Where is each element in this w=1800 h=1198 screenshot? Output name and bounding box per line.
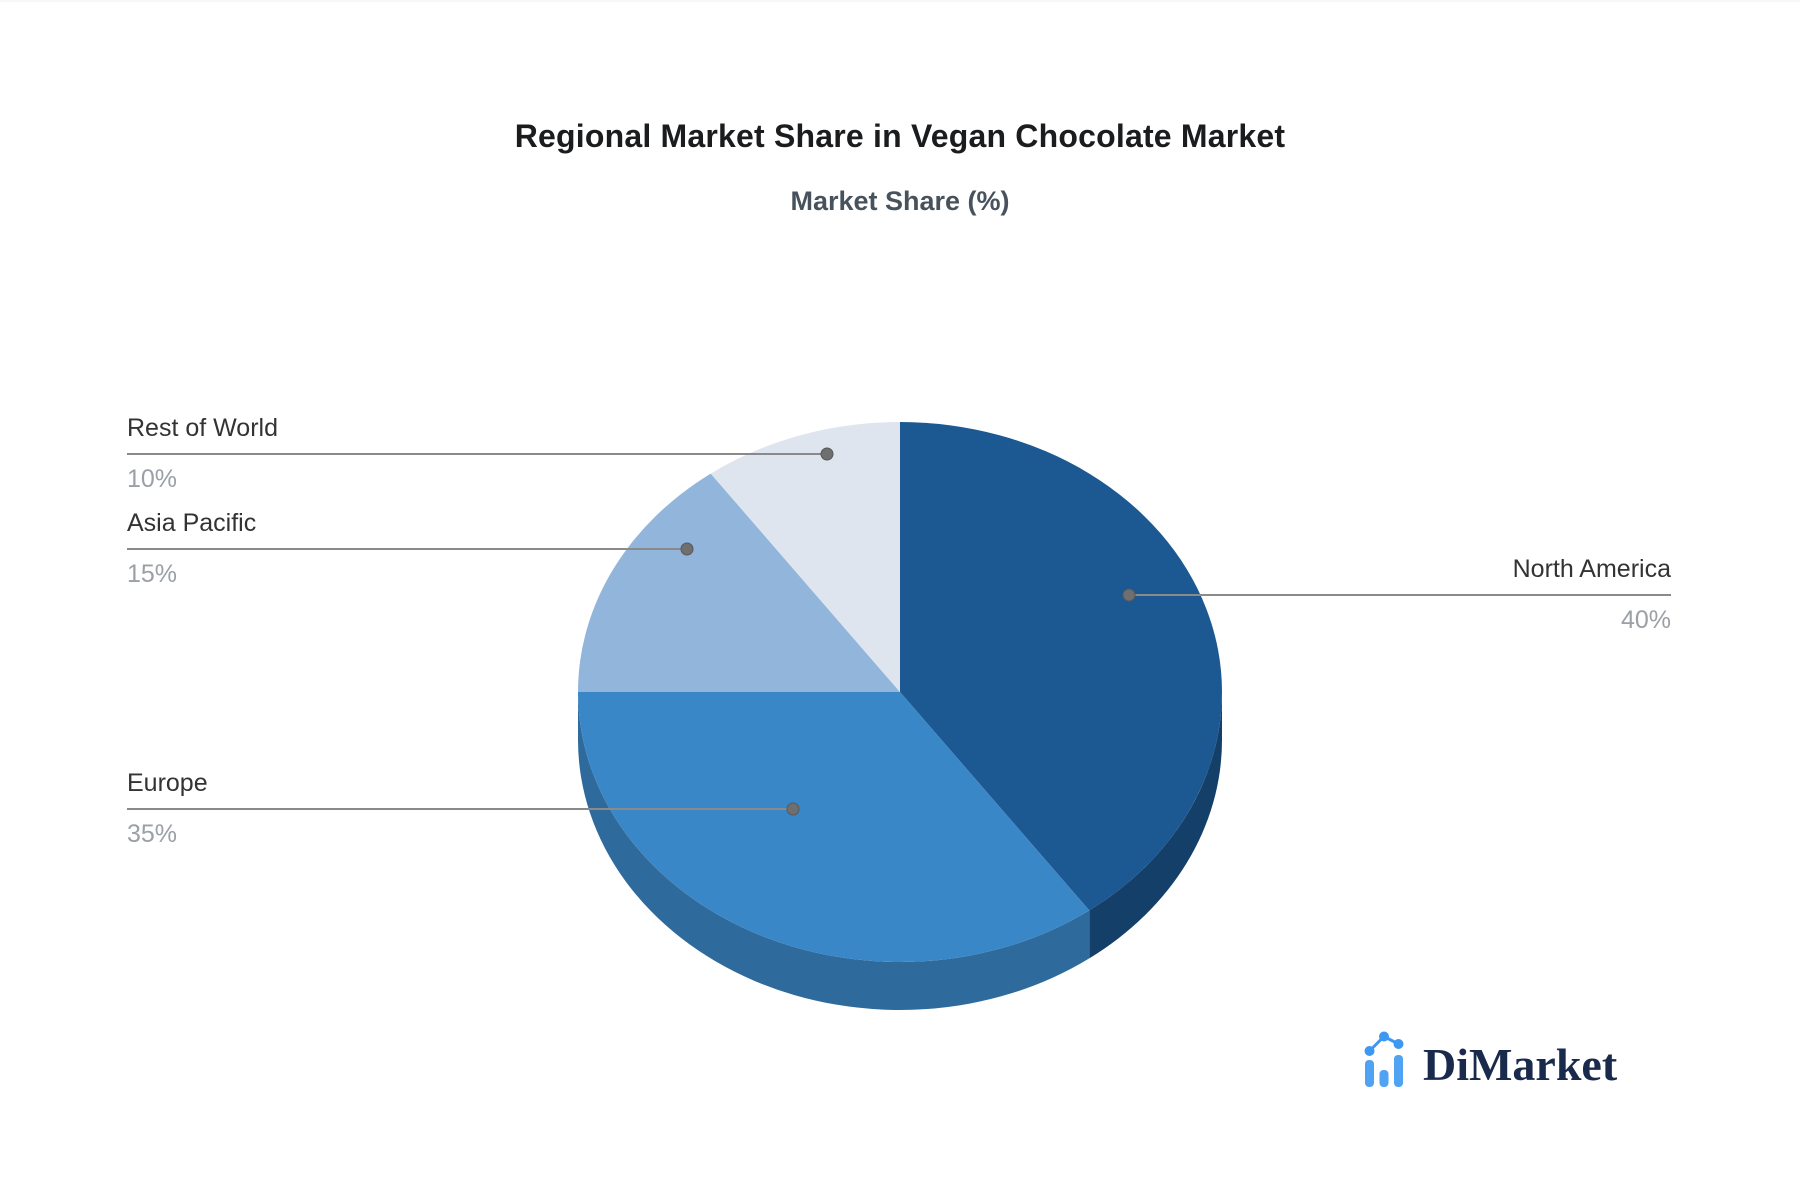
pie-slice-north-america	[900, 422, 1222, 911]
brand-name: DiMarket	[1423, 1039, 1618, 1090]
pie-slice-rest-of-world	[710, 422, 900, 692]
pie-value-europe: 35%	[127, 820, 178, 848]
pie-label-rest-of-world: Rest of World	[127, 414, 278, 442]
leader-dot-europe	[786, 802, 800, 816]
pie-value-asia-pacific: 15%	[127, 560, 178, 588]
leader-dot-asia-pacific	[680, 542, 694, 556]
leader-dot-north-america	[1122, 588, 1136, 602]
pie-label-asia-pacific: Asia Pacific	[127, 509, 257, 537]
bar-line-chart-logo-icon	[1364, 1031, 1404, 1087]
pie-slice-side-north-america	[1089, 692, 1222, 959]
chart-subtitle: Market Share (%)	[790, 186, 1010, 216]
chart-title: Regional Market Share in Vegan Chocolate…	[514, 118, 1286, 154]
pie-label-europe: Europe	[127, 769, 208, 797]
pie-slice-side-europe	[578, 692, 1090, 1010]
pie-slice-europe	[578, 692, 1090, 962]
pie-slice-asia-pacific	[578, 473, 900, 692]
pie-value-rest-of-world: 10%	[127, 465, 178, 493]
pie-label-north-america: North America	[1512, 555, 1671, 583]
pie-value-north-america: 40%	[1620, 606, 1671, 634]
leader-dot-rest-of-world	[820, 447, 834, 461]
brand-logo: DiMarket	[1364, 1030, 1617, 1088]
